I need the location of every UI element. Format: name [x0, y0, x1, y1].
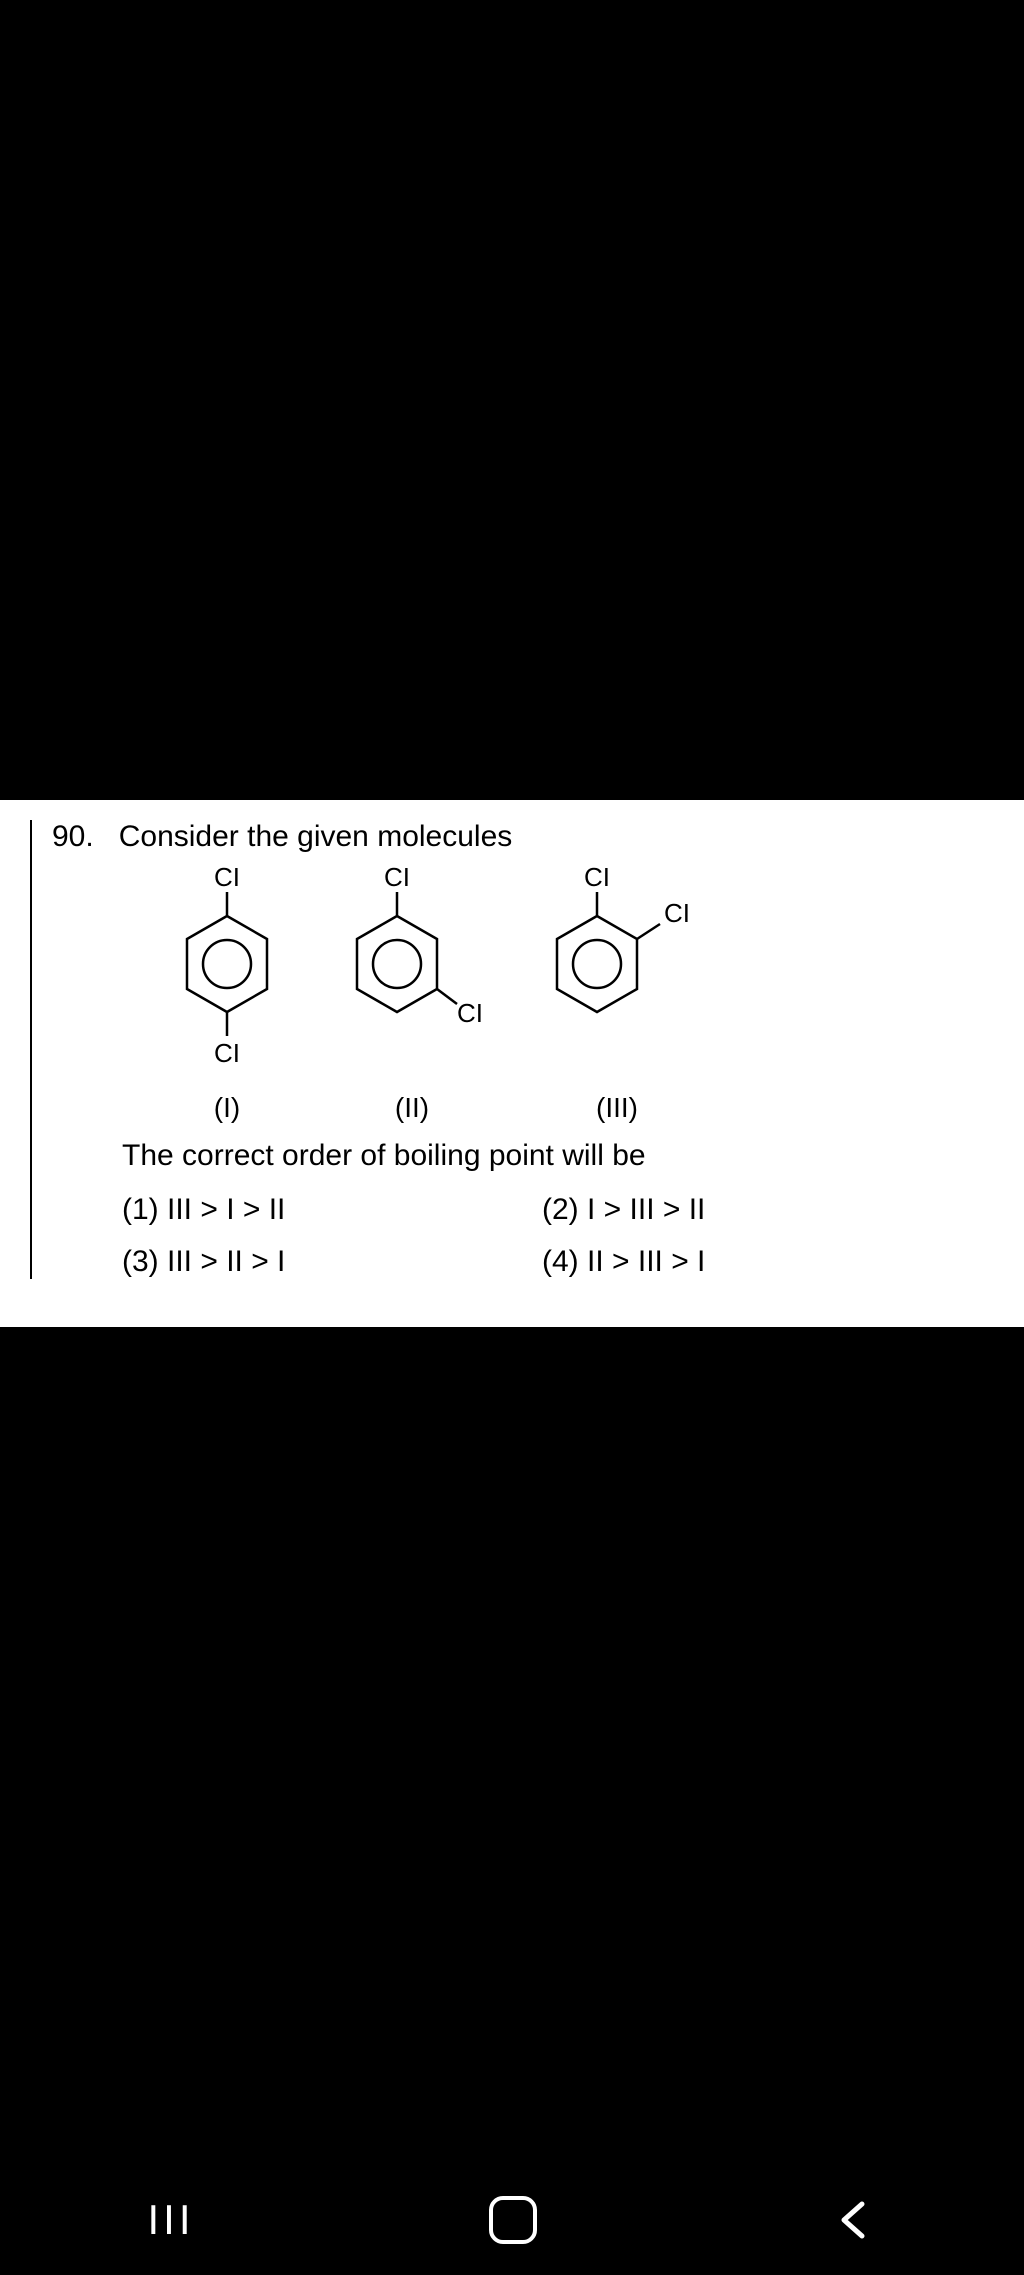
android-nav-bar: III: [0, 2165, 1024, 2275]
molecule-1-label: (I): [214, 1092, 240, 1124]
molecule-2-label: (II): [395, 1092, 429, 1124]
cl-label: CI: [384, 864, 410, 892]
chevron-left-icon: [832, 2198, 876, 2242]
molecule-1: CI CI (I): [172, 864, 282, 1124]
molecule-3: CI CI (III): [542, 864, 692, 1124]
cl-label: CI: [457, 998, 482, 1028]
cl-label: CI: [214, 864, 240, 892]
option-3[interactable]: (3) III > II > I: [122, 1245, 542, 1279]
option-4[interactable]: (4) II > III > I: [542, 1245, 962, 1279]
options-block: (1) III > I > II (2) I > III > II (3) II…: [122, 1193, 994, 1279]
question-number: 90.: [52, 820, 94, 854]
question-header: 90. Consider the given molecules: [52, 820, 994, 854]
cl-label: CI: [584, 864, 610, 892]
molecule-2-svg: CI CI: [342, 864, 482, 1084]
question-body: 90. Consider the given molecules CI CI (…: [30, 820, 994, 1279]
nav-recent-button[interactable]: III: [147, 2196, 194, 2244]
options-row-1: (1) III > I > II (2) I > III > II: [122, 1193, 994, 1227]
cl-label: CI: [664, 898, 690, 928]
molecule-2: CI CI (II): [342, 864, 482, 1124]
options-row-2: (3) III > II > I (4) II > III > I: [122, 1245, 994, 1279]
option-1[interactable]: (1) III > I > II: [122, 1193, 542, 1227]
cl-label: CI: [214, 1038, 240, 1068]
molecule-3-label: (III): [596, 1092, 638, 1124]
question-subtext: The correct order of boiling point will …: [122, 1139, 994, 1173]
nav-back-button[interactable]: [832, 2198, 876, 2242]
question-prompt: Consider the given molecules: [119, 820, 513, 854]
nav-home-button[interactable]: [489, 2196, 537, 2244]
molecule-3-svg: CI CI: [542, 864, 692, 1084]
question-panel: 90. Consider the given molecules CI CI (…: [0, 800, 1024, 1327]
molecules-row: CI CI (I) CI: [172, 864, 994, 1124]
option-2[interactable]: (2) I > III > II: [542, 1193, 962, 1227]
molecule-1-svg: CI CI: [172, 864, 282, 1084]
